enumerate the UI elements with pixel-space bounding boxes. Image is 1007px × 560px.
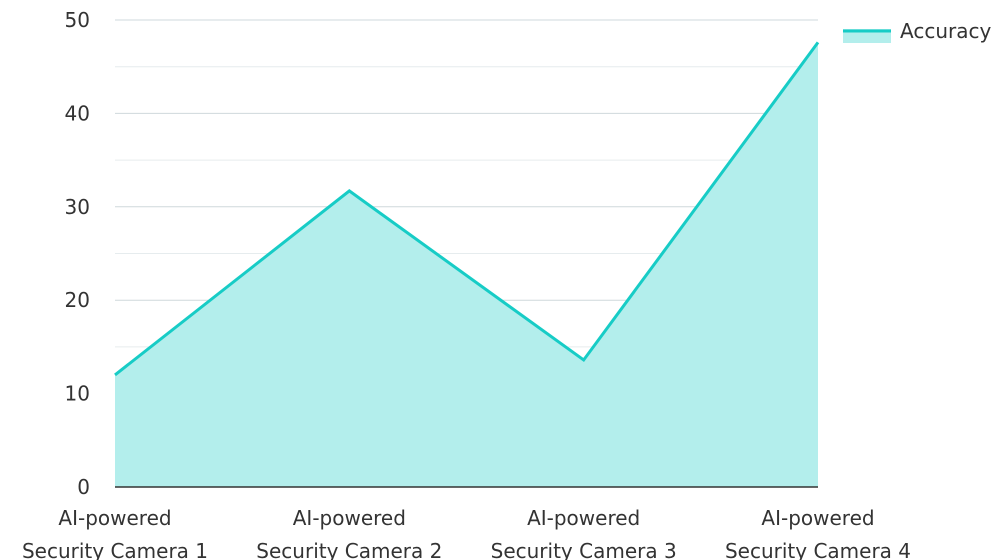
x-tick-label-line: AI-powered [527, 506, 640, 530]
x-tick-label: AI-powered Security Camera 2 [256, 506, 442, 560]
x-tick-label: AI-powered Security Camera 4 [725, 506, 911, 560]
x-axis-tick-labels: AI-powered Security Camera 1 AI-powered Sec… [22, 506, 911, 560]
x-tick-label-line: AI-powered [58, 506, 171, 530]
x-tick-label-line: Security Camera 4 [725, 539, 911, 560]
area-fill [115, 42, 818, 487]
x-tick-label-line: Security Camera 2 [256, 539, 442, 560]
y-tick-label: 40 [65, 101, 90, 125]
y-tick-label: 20 [65, 288, 90, 312]
y-tick-label: 10 [65, 382, 90, 406]
x-tick-label: AI-powered Security Camera 3 [491, 506, 677, 560]
series-area [115, 42, 818, 487]
x-tick-label: AI-powered Security Camera 1 [22, 506, 208, 560]
y-axis-tick-labels: 0 10 20 30 40 50 [65, 8, 90, 499]
x-tick-label-line: AI-powered [293, 506, 406, 530]
y-tick-label: 0 [77, 475, 90, 499]
x-tick-label-line: Security Camera 3 [491, 539, 677, 560]
legend: Accuracy [843, 19, 991, 43]
x-tick-label-line: AI-powered [761, 506, 874, 530]
legend-label-accuracy: Accuracy [900, 19, 991, 43]
x-tick-label-line: Security Camera 1 [22, 539, 208, 560]
y-tick-label: 30 [65, 195, 90, 219]
y-tick-label: 50 [65, 8, 90, 32]
